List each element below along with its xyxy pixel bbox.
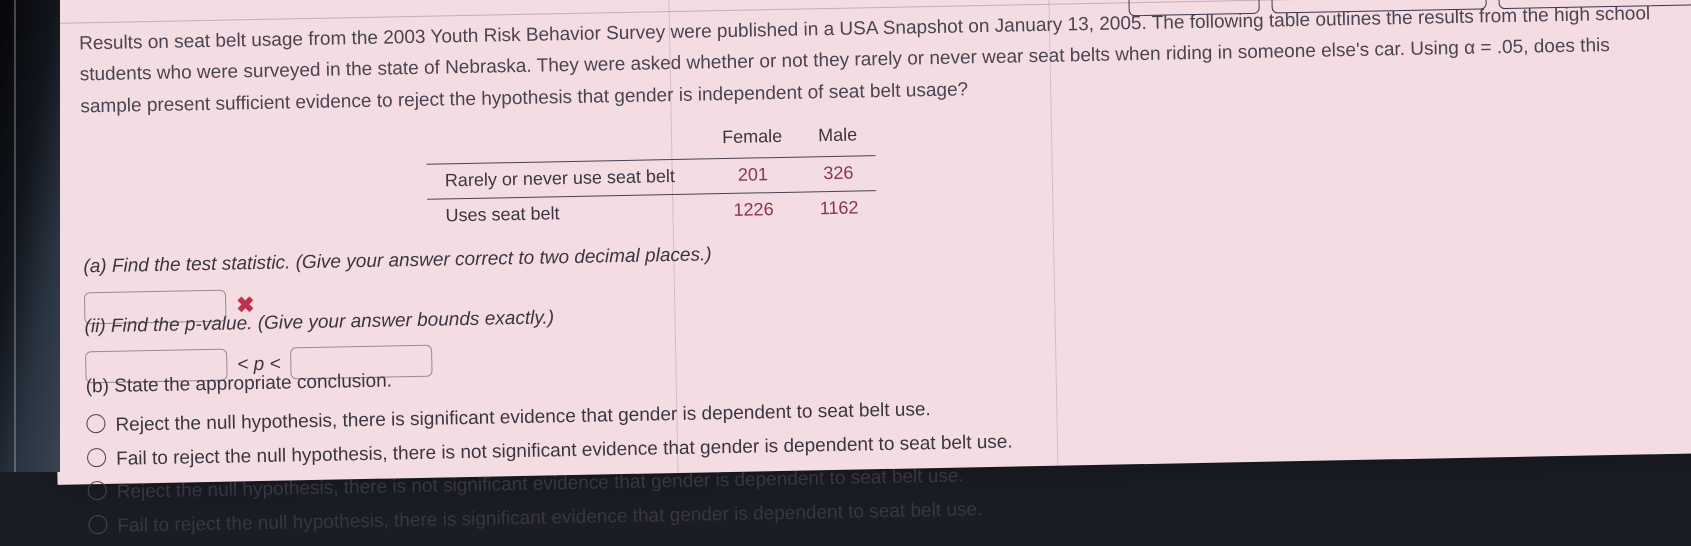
cell-rarely-male: 326 bbox=[801, 156, 877, 192]
col-header-female: Female bbox=[704, 121, 801, 159]
radio-button[interactable] bbox=[87, 448, 106, 467]
question-b-block: (b) State the appropriate conclusion. Re… bbox=[85, 342, 1688, 546]
cell-uses-female: 1226 bbox=[705, 192, 802, 228]
page-surface: MY NOTES ASK YOUR TEACHER PRACTICE ANOTH… bbox=[48, 0, 1691, 485]
cell-uses-male: 1162 bbox=[801, 190, 877, 226]
table-row: Uses seat belt 1226 1162 bbox=[427, 190, 877, 233]
device-bezel bbox=[0, 0, 60, 472]
row-label-uses: Uses seat belt bbox=[427, 194, 706, 234]
data-table-container: Female Male Rarely or never use seat bel… bbox=[426, 118, 948, 234]
radio-button[interactable] bbox=[86, 414, 105, 433]
radio-button[interactable] bbox=[88, 481, 107, 500]
radio-button[interactable] bbox=[88, 515, 107, 534]
col-header-blank bbox=[426, 122, 705, 164]
row-label-rarely: Rarely or never use seat belt bbox=[427, 159, 706, 199]
cell-rarely-female: 201 bbox=[705, 157, 802, 194]
col-header-male: Male bbox=[800, 119, 876, 157]
seat-belt-table: Female Male Rarely or never use seat bel… bbox=[426, 119, 877, 233]
